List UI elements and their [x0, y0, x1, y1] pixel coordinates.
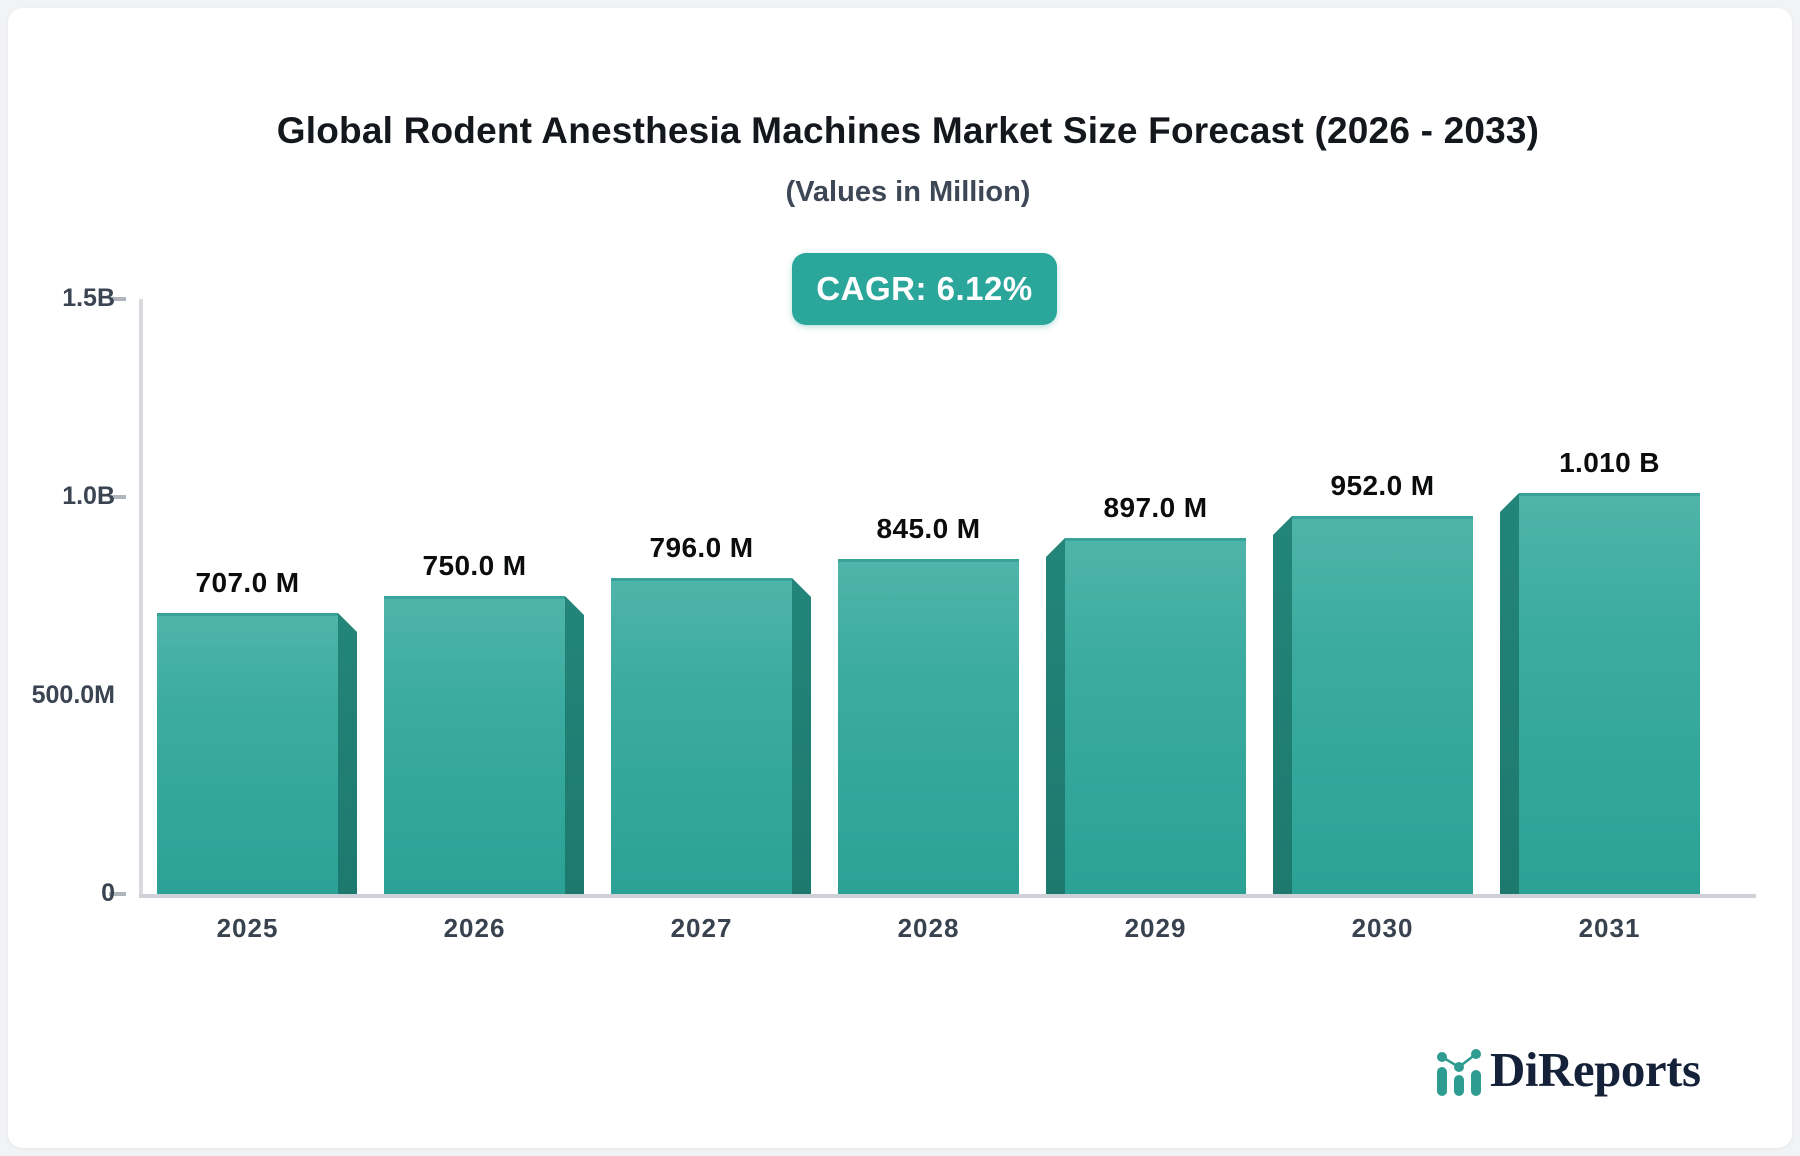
- y-tick-dash: [109, 297, 126, 301]
- cagr-badge: CAGR: 6.12%: [792, 253, 1057, 325]
- bar-face: [1519, 493, 1700, 894]
- bar-value-label: 897.0 M: [1103, 492, 1208, 523]
- bar-value-label: 1.010 B: [1559, 447, 1660, 478]
- bar-value-label: 750.0 M: [422, 550, 527, 581]
- x-axis-line: [139, 894, 1756, 898]
- chart-title: Global Rodent Anesthesia Machines Market…: [276, 110, 1540, 151]
- x-axis-year-label: 2029: [1124, 913, 1187, 943]
- bar-side: [1500, 493, 1519, 894]
- y-tick-dash: [109, 495, 126, 499]
- x-axis-year-label: 2028: [897, 913, 960, 943]
- bar-value-label: 796.0 M: [649, 532, 754, 563]
- bar-side: [1273, 516, 1292, 894]
- bar-side: [1046, 538, 1065, 894]
- brand-watermark: DiReports: [1435, 1044, 1701, 1098]
- x-axis-year-label: 2027: [670, 913, 733, 943]
- bar-chart-logo-icon: [1437, 1049, 1481, 1096]
- bar-value-label: 845.0 M: [876, 513, 981, 544]
- x-axis-year-label: 2026: [443, 913, 506, 943]
- x-axis-year-label: 2030: [1351, 913, 1414, 943]
- y-tick-label: 0: [101, 879, 115, 907]
- bar-face: [384, 596, 565, 894]
- bar-face: [157, 613, 338, 894]
- y-tick-dash: [109, 892, 126, 896]
- bar-value-label: 707.0 M: [195, 567, 300, 598]
- y-tick-label: 1.0B: [62, 482, 115, 510]
- bar-side: [792, 578, 811, 894]
- x-axis-year-label: 2031: [1578, 913, 1641, 943]
- bar-face: [1292, 516, 1473, 894]
- bar-face: [1065, 538, 1246, 894]
- y-tick-label: 500.0M: [31, 681, 115, 709]
- brand-name: DiReports: [1490, 1042, 1701, 1097]
- x-axis-year-label: 2025: [216, 913, 279, 943]
- bar-face: [838, 559, 1019, 894]
- y-tick-label: 1.5B: [62, 284, 115, 312]
- bar-value-label: 952.0 M: [1330, 470, 1435, 501]
- bar-chart: 0 500.0M 1.0B 1.5B 707.0 M 2025 750.0 M 2026 796…: [8, 8, 1800, 1156]
- bar-side: [338, 613, 357, 894]
- bar-side: [565, 596, 584, 894]
- chart-subtitle: (Values in Million): [785, 176, 1031, 208]
- bar-face: [611, 578, 792, 894]
- chart-card: Global Rodent Anesthesia Machines Market…: [8, 8, 1792, 1148]
- y-axis-line: [139, 299, 143, 896]
